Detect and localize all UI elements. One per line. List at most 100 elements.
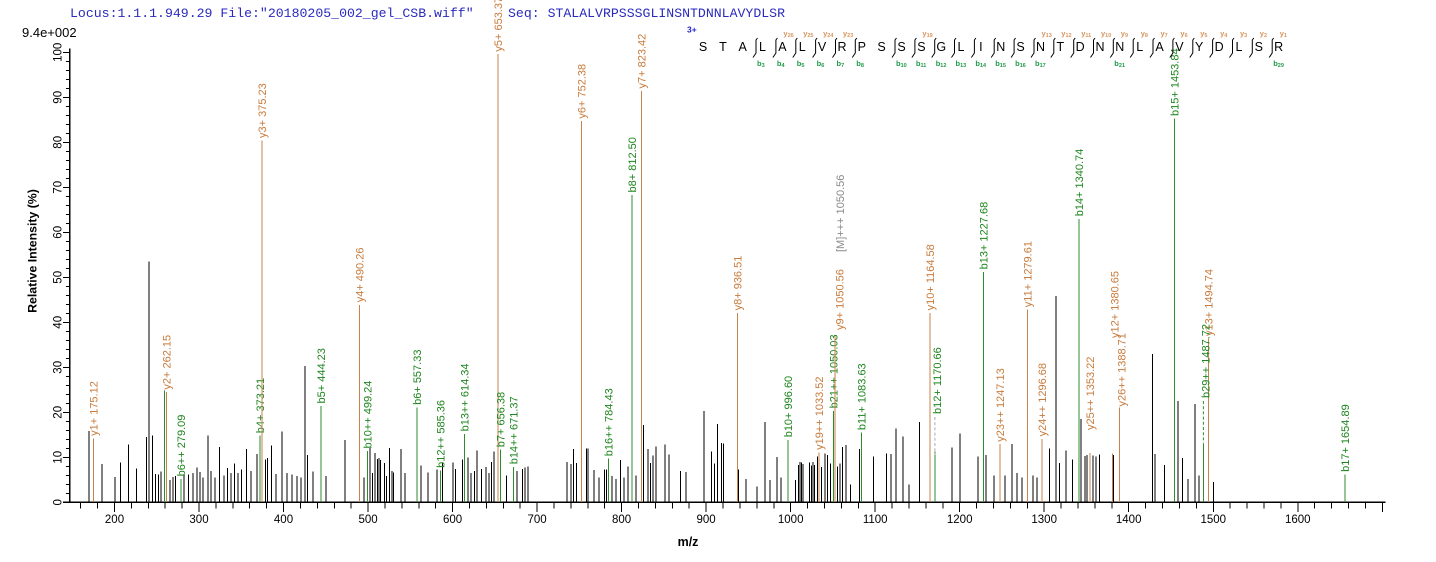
svg-text:y3: y3 <box>1240 29 1247 39</box>
svg-text:y7+ 823.42: y7+ 823.42 <box>637 34 649 89</box>
svg-text:y26: y26 <box>783 29 793 39</box>
svg-text:S: S <box>1255 40 1263 54</box>
svg-text:b12: b12 <box>936 59 947 69</box>
svg-text:Locus:1.1.1.949.29 File:"20180: Locus:1.1.1.949.29 File:"20180205_002_ge… <box>70 6 474 21</box>
svg-text:N: N <box>1115 40 1124 54</box>
svg-text:1000: 1000 <box>778 514 804 526</box>
svg-text:b5+ 444.23: b5+ 444.23 <box>316 348 328 403</box>
svg-text:400: 400 <box>274 514 293 526</box>
svg-text:300: 300 <box>189 514 208 526</box>
svg-text:Seq: STALALVRPSSSGLINSNTDNNLAV: Seq: STALALVRPSSSGLINSNTDNNLAVYDLSR <box>508 6 785 21</box>
svg-text:L: L <box>1136 40 1143 54</box>
svg-text:y23: y23 <box>843 29 853 39</box>
svg-text:R: R <box>1274 40 1283 54</box>
svg-text:G: G <box>936 40 946 54</box>
svg-text:y11: y11 <box>1081 29 1091 39</box>
svg-text:y7: y7 <box>1161 29 1168 39</box>
svg-text:V: V <box>818 40 827 54</box>
svg-text:b4: b4 <box>777 59 786 69</box>
svg-text:b7+ 656.38: b7+ 656.38 <box>495 392 507 447</box>
svg-text:b4+ 373.21: b4+ 373.21 <box>255 378 267 433</box>
svg-text:b12+ 1170.66: b12+ 1170.66 <box>932 347 944 414</box>
svg-text:y13: y13 <box>1042 29 1052 39</box>
svg-text:y5+ 653.37: y5+ 653.37 <box>493 0 505 52</box>
svg-text:D: D <box>1076 40 1085 54</box>
svg-text:y10+ 1164.58: y10+ 1164.58 <box>925 244 937 310</box>
svg-text:80: 80 <box>53 136 65 149</box>
svg-text:A: A <box>739 40 748 54</box>
svg-text:b14++ 671.37: b14++ 671.37 <box>508 396 520 464</box>
svg-text:N: N <box>1095 40 1104 54</box>
svg-text:Relative Intensity (%): Relative Intensity (%) <box>26 189 40 313</box>
svg-text:b10++ 499.24: b10++ 499.24 <box>363 381 375 449</box>
svg-text:30: 30 <box>53 361 65 374</box>
svg-text:L: L <box>759 40 766 54</box>
svg-text:N: N <box>1036 40 1045 54</box>
svg-text:10: 10 <box>53 451 65 464</box>
svg-text:70: 70 <box>53 181 65 194</box>
svg-text:[M]+++ 1050.56: [M]+++ 1050.56 <box>835 175 847 252</box>
svg-text:9.4e+002: 9.4e+002 <box>22 25 77 40</box>
svg-text:b15+ 1453.84: b15+ 1453.84 <box>1169 48 1181 116</box>
svg-text:1100: 1100 <box>863 514 888 526</box>
svg-text:b29++ 1487.72: b29++ 1487.72 <box>1201 324 1213 398</box>
svg-text:700: 700 <box>528 514 547 526</box>
svg-text:1600: 1600 <box>1285 514 1311 526</box>
svg-text:900: 900 <box>697 514 716 526</box>
svg-text:S: S <box>699 40 707 54</box>
svg-text:y8: y8 <box>1141 29 1148 39</box>
svg-text:y13+ 1494.74: y13+ 1494.74 <box>1203 269 1215 336</box>
svg-text:20: 20 <box>53 406 65 419</box>
svg-text:m/z: m/z <box>678 535 699 549</box>
svg-text:1300: 1300 <box>1031 514 1057 526</box>
svg-text:3+: 3+ <box>687 25 697 35</box>
svg-text:L: L <box>958 40 965 54</box>
svg-text:1400: 1400 <box>1116 514 1142 526</box>
svg-text:1200: 1200 <box>947 514 973 526</box>
svg-text:y10: y10 <box>1101 29 1111 39</box>
svg-text:600: 600 <box>443 514 462 526</box>
svg-text:b16++ 784.43: b16++ 784.43 <box>604 388 616 456</box>
svg-text:y6: y6 <box>1180 29 1187 39</box>
svg-text:A: A <box>778 40 787 54</box>
svg-text:b11+ 1083.63: b11+ 1083.63 <box>856 363 868 430</box>
svg-text:V: V <box>1175 40 1184 54</box>
svg-text:y19++ 1033.52: y19++ 1033.52 <box>814 376 826 449</box>
svg-text:b10+ 996.60: b10+ 996.60 <box>783 376 795 437</box>
svg-text:200: 200 <box>105 514 124 526</box>
svg-text:y25++ 1353.22: y25++ 1353.22 <box>1085 357 1097 430</box>
svg-text:y19: y19 <box>922 29 932 39</box>
svg-text:b7: b7 <box>837 59 845 69</box>
svg-text:40: 40 <box>53 316 65 329</box>
svg-text:b14+ 1340.74: b14+ 1340.74 <box>1074 149 1086 217</box>
svg-text:S: S <box>1016 40 1024 54</box>
svg-text:b14: b14 <box>975 59 987 69</box>
svg-text:b11: b11 <box>916 59 926 69</box>
svg-text:500: 500 <box>359 514 378 526</box>
svg-text:y5: y5 <box>1200 29 1207 39</box>
svg-text:y23++ 1247.13: y23++ 1247.13 <box>995 368 1007 441</box>
svg-text:D: D <box>1215 40 1224 54</box>
svg-text:y9+ 1050.56: y9+ 1050.56 <box>834 269 846 330</box>
svg-text:b13: b13 <box>956 59 967 69</box>
svg-text:b21: b21 <box>1114 59 1125 69</box>
svg-text:y3+ 375.23: y3+ 375.23 <box>257 83 269 138</box>
svg-text:y6+ 752.38: y6+ 752.38 <box>576 64 588 119</box>
svg-text:L: L <box>799 40 806 54</box>
svg-text:0: 0 <box>53 499 65 505</box>
svg-text:T: T <box>1056 40 1064 54</box>
svg-text:y25: y25 <box>803 29 813 39</box>
svg-text:90: 90 <box>53 91 65 104</box>
svg-text:b17+ 1654.89: b17+ 1654.89 <box>1340 404 1352 472</box>
svg-text:b29: b29 <box>1273 59 1284 69</box>
svg-text:50: 50 <box>53 271 65 284</box>
svg-text:y1+ 175.12: y1+ 175.12 <box>89 381 101 436</box>
svg-text:y11+ 1279.61: y11+ 1279.61 <box>1022 241 1034 307</box>
svg-text:A: A <box>1155 40 1164 54</box>
svg-text:b3: b3 <box>757 59 765 69</box>
svg-text:T: T <box>719 40 727 54</box>
svg-text:y9: y9 <box>1121 29 1128 39</box>
svg-text:y24: y24 <box>823 29 834 39</box>
svg-text:y12: y12 <box>1061 29 1071 39</box>
svg-text:y2: y2 <box>1260 29 1267 39</box>
